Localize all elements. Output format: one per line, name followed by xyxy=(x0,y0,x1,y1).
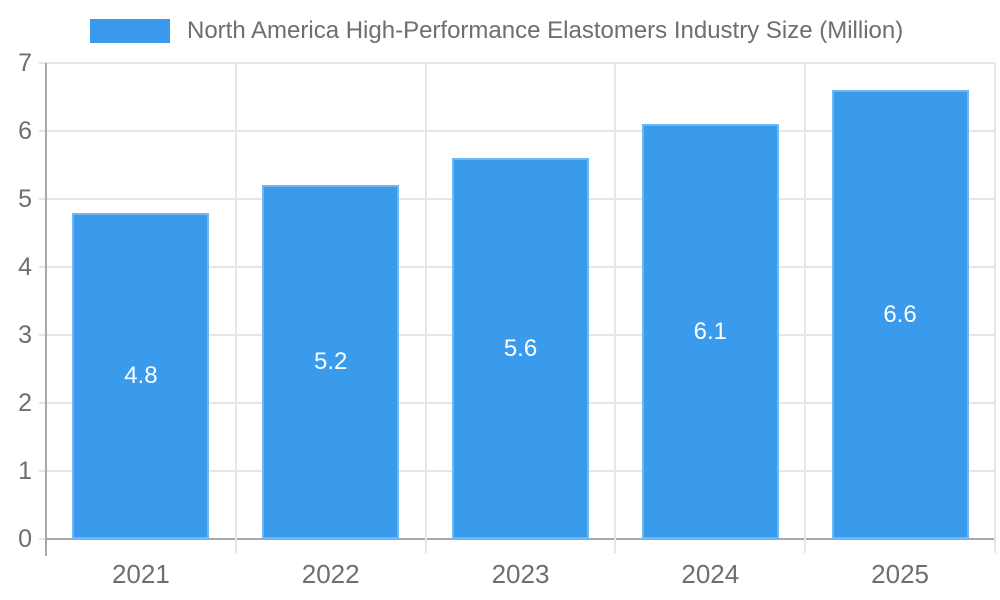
bar-2025[interactable] xyxy=(831,90,969,539)
x-axis-tick xyxy=(614,539,617,553)
v-gridline xyxy=(424,63,427,539)
y-axis-tick xyxy=(39,402,46,404)
y-axis-tick xyxy=(39,130,46,132)
y-tick-label: 1 xyxy=(18,457,32,485)
bar-2021[interactable] xyxy=(72,212,210,539)
x-axis-tick xyxy=(234,539,237,553)
x-axis-tick xyxy=(994,539,996,553)
x-axis-tick xyxy=(424,539,427,553)
bar-value-label: 6.1 xyxy=(693,317,727,345)
y-tick-label: 5 xyxy=(18,185,32,213)
y-axis-tick xyxy=(39,538,46,540)
x-tick-label: 2022 xyxy=(301,559,360,589)
v-gridline xyxy=(804,63,807,539)
x-tick-label: 2025 xyxy=(871,559,929,589)
y-tick-label: 4 xyxy=(18,253,32,281)
y-tick-label: 2 xyxy=(18,389,32,417)
x-axis-tick xyxy=(804,539,807,553)
v-gridline xyxy=(994,63,996,539)
h-gridline xyxy=(46,62,995,64)
y-axis-tick xyxy=(39,198,46,200)
y-tick-label: 7 xyxy=(18,49,32,77)
y-axis-line xyxy=(45,63,47,539)
chart-legend[interactable]: North America High-Performance Elastomer… xyxy=(90,17,903,45)
x-axis-tick xyxy=(45,539,47,556)
bar-2024[interactable] xyxy=(641,124,779,539)
plot-area: 4.8 5.2 5.6 6.1 6.6 xyxy=(39,62,995,540)
x-tick-label: 2021 xyxy=(111,559,170,589)
bar-2022[interactable] xyxy=(262,185,400,539)
x-tick-label: 2024 xyxy=(681,559,740,589)
y-axis-tick xyxy=(39,62,46,64)
y-tick-label: 6 xyxy=(18,117,32,145)
legend-label: North America High-Performance Elastomer… xyxy=(187,17,904,44)
bar-value-label: 5.6 xyxy=(503,334,538,362)
y-axis-tick xyxy=(39,266,46,268)
x-axis-line xyxy=(46,538,995,540)
y-axis-tick xyxy=(39,470,46,472)
v-gridline xyxy=(614,63,617,539)
bar-value-label: 6.6 xyxy=(883,300,917,328)
x-tick-label: 2023 xyxy=(491,559,550,589)
v-gridline xyxy=(234,63,237,539)
y-axis-tick xyxy=(39,334,46,336)
h-gridline xyxy=(46,130,995,132)
bar-value-label: 5.2 xyxy=(314,348,348,376)
bar-value-label: 4.8 xyxy=(124,361,158,389)
bar-2023[interactable] xyxy=(452,158,589,539)
y-tick-label: 3 xyxy=(18,321,32,349)
y-tick-label: 0 xyxy=(18,525,32,553)
legend-swatch xyxy=(90,19,170,43)
